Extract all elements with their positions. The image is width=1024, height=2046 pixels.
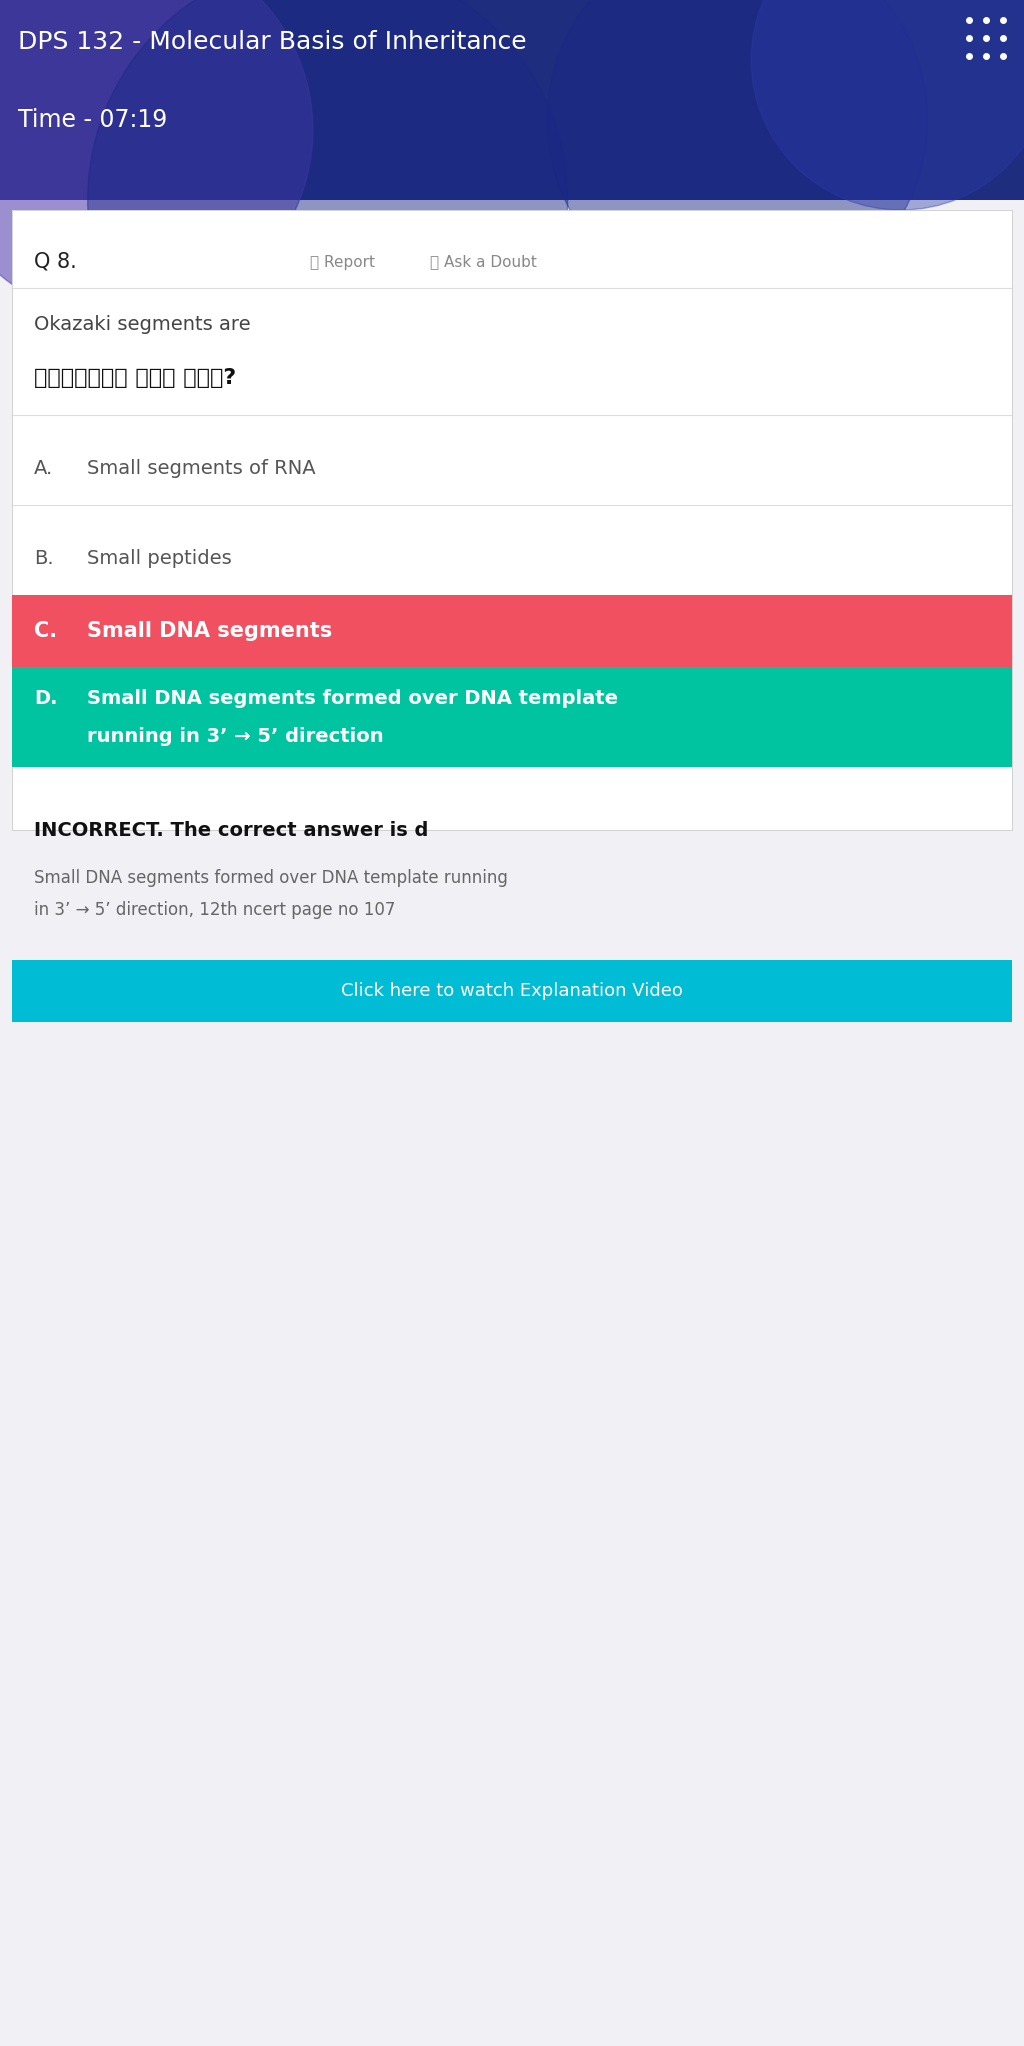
Bar [12,595,1012,667]
Text: B.: B. [34,548,53,567]
Text: A.: A. [34,458,53,477]
Text: Time - 07:19: Time - 07:19 [18,108,167,133]
Circle shape [0,0,313,319]
Text: C.: C. [34,622,57,640]
Text: Small DNA segments: Small DNA segments [87,622,332,640]
Text: ❓ Report: ❓ Report [310,254,375,270]
Text: Q 8.: Q 8. [34,252,77,272]
Text: DPS 132 - Molecular Basis of Inheritance: DPS 132 - Molecular Basis of Inheritance [18,31,526,53]
Text: Click here to watch Explanation Video: Click here to watch Explanation Video [341,982,683,1000]
Circle shape [547,0,928,311]
Text: Small DNA segments formed over DNA template running: Small DNA segments formed over DNA templ… [34,870,508,888]
Circle shape [88,0,567,440]
Bar [12,211,1012,831]
Bar [0,0,1024,201]
Bar [12,667,1012,767]
Text: Small peptides: Small peptides [87,548,231,567]
Text: running in 3’ → 5’ direction: running in 3’ → 5’ direction [87,728,384,747]
Text: INCORRECT. The correct answer is d: INCORRECT. The correct answer is d [34,820,428,839]
Bar [12,211,1012,831]
Text: Okazaki segments are: Okazaki segments are [34,315,251,333]
Text: Small segments of RNA: Small segments of RNA [87,458,315,477]
Bar [12,960,1012,1023]
Text: Small DNA segments formed over DNA template: Small DNA segments formed over DNA templ… [87,690,618,708]
Text: in 3’ → 5’ direction, 12th ncert page no 107: in 3’ → 5’ direction, 12th ncert page no… [34,900,395,919]
Text: ❓ Ask a Doubt: ❓ Ask a Doubt [430,254,537,270]
Text: D.: D. [34,690,57,708]
Circle shape [752,0,1024,211]
Text: ओकाजाकी खंड हैं?: ओकाजाकी खंड हैं? [34,368,237,389]
